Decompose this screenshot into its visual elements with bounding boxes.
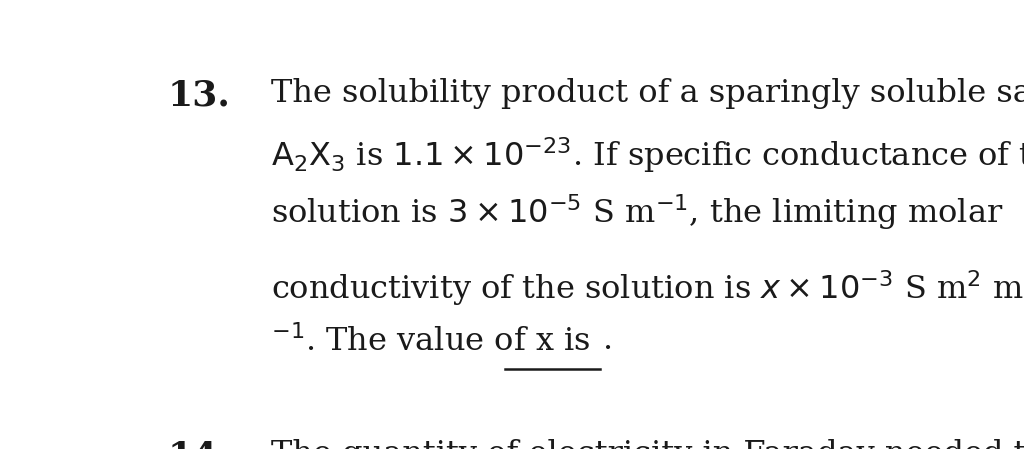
Text: $\mathrm{A_2X_3}$ is $1.1\times10^{-23}$. If specific conductance of the: $\mathrm{A_2X_3}$ is $1.1\times10^{-23}$… bbox=[270, 135, 1024, 175]
Text: solution is $3\times10^{-5}$ S m$^{-1}$, the limiting molar: solution is $3\times10^{-5}$ S m$^{-1}$,… bbox=[270, 192, 1004, 232]
Text: .: . bbox=[602, 325, 612, 356]
Text: $^{-1}$. The value of x is: $^{-1}$. The value of x is bbox=[270, 325, 590, 358]
Text: 13.: 13. bbox=[168, 78, 230, 112]
Text: The solubility product of a sparingly soluble sal: The solubility product of a sparingly so… bbox=[270, 78, 1024, 109]
Text: The quantity of electricity in Faraday needed to: The quantity of electricity in Faraday n… bbox=[270, 440, 1024, 449]
Text: conductivity of the solution is $x\times10^{-3}$ S m$^{2}$ mol: conductivity of the solution is $x\times… bbox=[270, 268, 1024, 308]
Text: 14.: 14. bbox=[168, 440, 230, 449]
